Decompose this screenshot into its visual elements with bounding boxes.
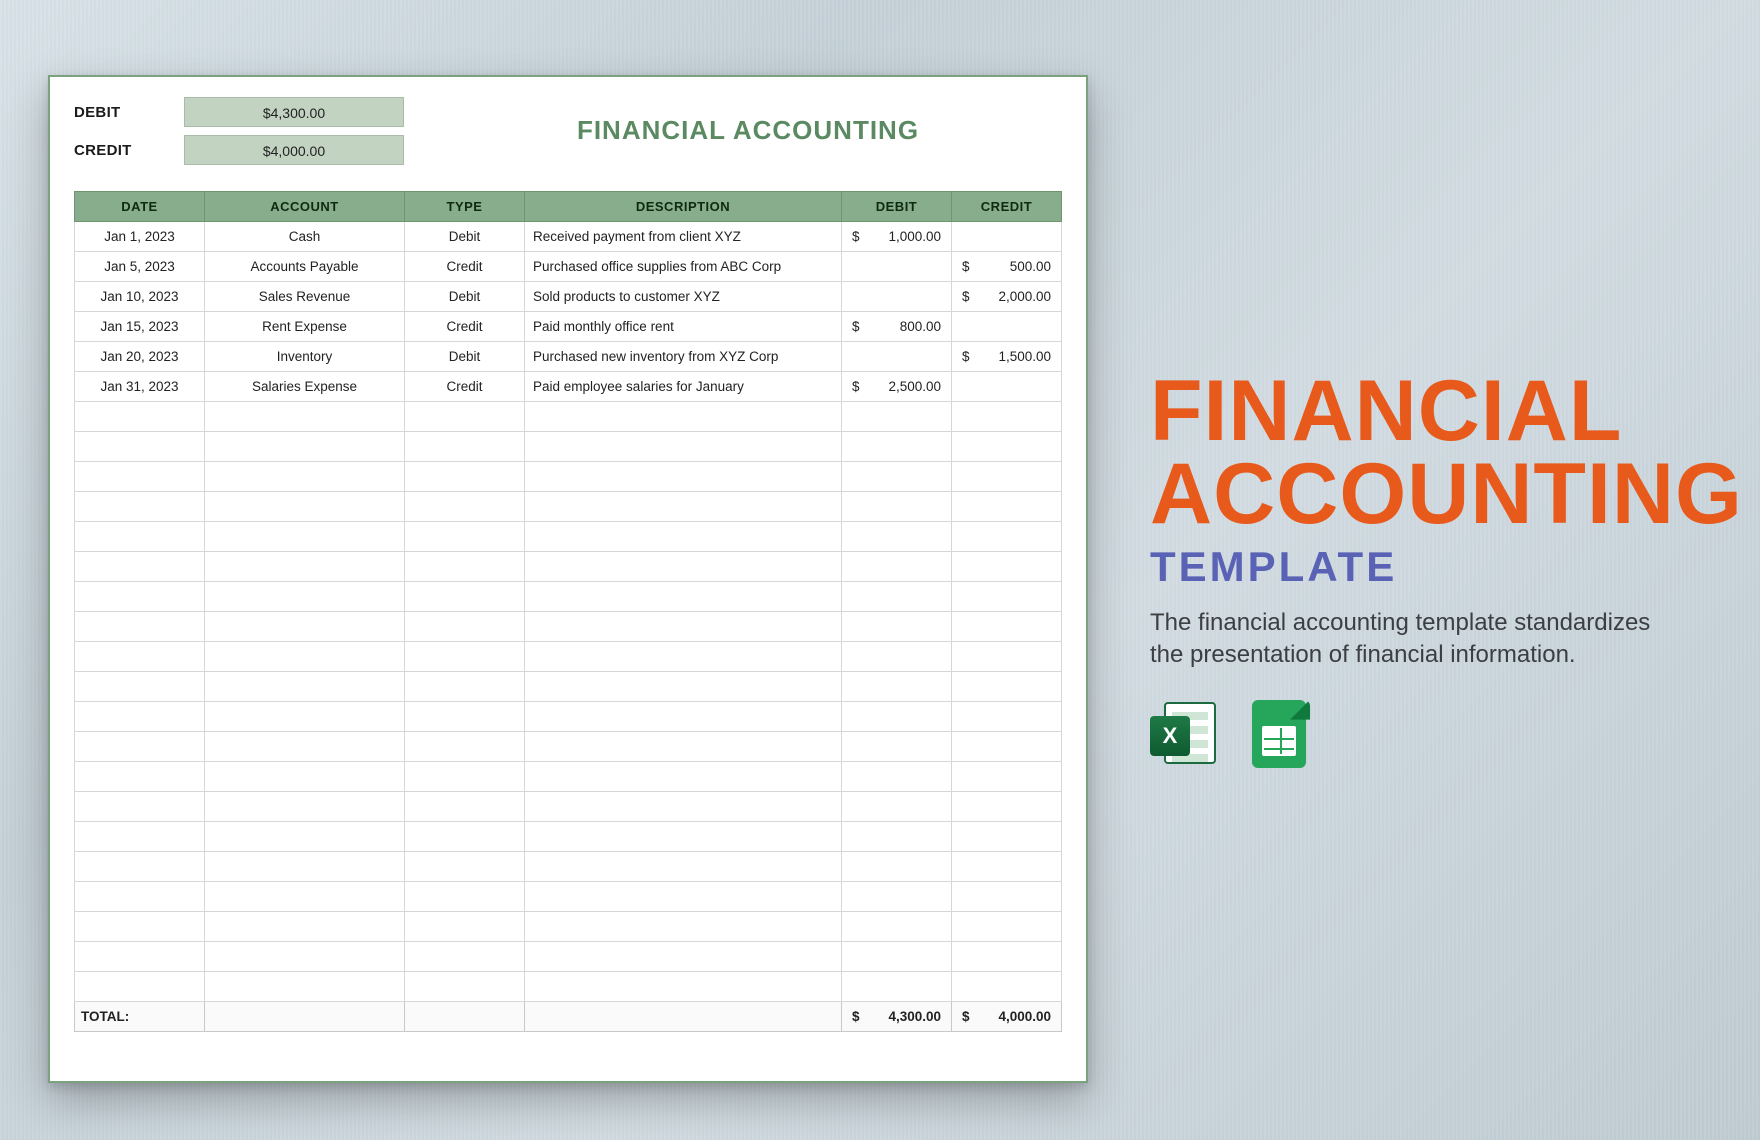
spreadsheet-panel: DEBIT $4,300.00 CREDIT $4,000.00 FINANCI… bbox=[48, 75, 1088, 1083]
cell-type: Credit bbox=[405, 252, 525, 282]
cell-debit bbox=[842, 282, 952, 312]
summary-debit-label: DEBIT bbox=[74, 104, 184, 121]
table-row-empty bbox=[75, 612, 1062, 642]
col-account: ACCOUNT bbox=[205, 192, 405, 222]
table-row-empty bbox=[75, 822, 1062, 852]
cell-description: Paid monthly office rent bbox=[525, 312, 842, 342]
cell-account: Accounts Payable bbox=[205, 252, 405, 282]
cell-date: Jan 15, 2023 bbox=[75, 312, 205, 342]
table-row-empty bbox=[75, 402, 1062, 432]
table-row-empty bbox=[75, 522, 1062, 552]
table-row: Jan 5, 2023Accounts PayableCreditPurchas… bbox=[75, 252, 1062, 282]
table-row-empty bbox=[75, 762, 1062, 792]
cell-type: Debit bbox=[405, 342, 525, 372]
cell-credit bbox=[952, 312, 1062, 342]
col-desc: DESCRIPTION bbox=[525, 192, 842, 222]
summary-credit-label: CREDIT bbox=[74, 142, 184, 159]
table-row: Jan 1, 2023CashDebitReceived payment fro… bbox=[75, 222, 1062, 252]
cell-debit: $2,500.00 bbox=[842, 372, 952, 402]
promo-panel: FINANCIAL ACCOUNTING TEMPLATE The financ… bbox=[1150, 370, 1710, 770]
promo-headline-2: ACCOUNTING bbox=[1150, 453, 1710, 536]
cell-account: Rent Expense bbox=[205, 312, 405, 342]
cell-date: Jan 10, 2023 bbox=[75, 282, 205, 312]
sheet-title: FINANCIAL ACCOUNTING bbox=[474, 97, 1062, 146]
col-type: TYPE bbox=[405, 192, 525, 222]
table-row-empty bbox=[75, 672, 1062, 702]
cell-credit bbox=[952, 222, 1062, 252]
table-row: Jan 31, 2023Salaries ExpenseCreditPaid e… bbox=[75, 372, 1062, 402]
cell-type: Debit bbox=[405, 222, 525, 252]
sheet-topbar: DEBIT $4,300.00 CREDIT $4,000.00 FINANCI… bbox=[74, 97, 1062, 173]
cell-account: Inventory bbox=[205, 342, 405, 372]
cell-type: Credit bbox=[405, 372, 525, 402]
cell-description: Purchased new inventory from XYZ Corp bbox=[525, 342, 842, 372]
table-row-empty bbox=[75, 492, 1062, 522]
summary-row-debit: DEBIT $4,300.00 bbox=[74, 97, 474, 127]
cell-date: Jan 1, 2023 bbox=[75, 222, 205, 252]
google-sheets-icon bbox=[1244, 698, 1316, 770]
ledger-header-row: DATE ACCOUNT TYPE DESCRIPTION DEBIT CRED… bbox=[75, 192, 1062, 222]
excel-badge: X bbox=[1150, 716, 1190, 756]
table-row-empty bbox=[75, 582, 1062, 612]
table-row-empty bbox=[75, 462, 1062, 492]
cell-date: Jan 31, 2023 bbox=[75, 372, 205, 402]
cell-description: Received payment from client XYZ bbox=[525, 222, 842, 252]
summary-credit-value: $4,000.00 bbox=[184, 135, 404, 165]
cell-type: Debit bbox=[405, 282, 525, 312]
cell-debit bbox=[842, 252, 952, 282]
table-row-empty bbox=[75, 972, 1062, 1002]
promo-subhead: TEMPLATE bbox=[1150, 543, 1710, 591]
promo-icons: X bbox=[1150, 698, 1710, 770]
excel-icon: X bbox=[1150, 698, 1222, 770]
col-debit: DEBIT bbox=[842, 192, 952, 222]
cell-credit: $2,000.00 bbox=[952, 282, 1062, 312]
table-row-empty bbox=[75, 942, 1062, 972]
cell-description: Purchased office supplies from ABC Corp bbox=[525, 252, 842, 282]
summary-row-credit: CREDIT $4,000.00 bbox=[74, 135, 474, 165]
table-row-empty bbox=[75, 792, 1062, 822]
table-row-empty bbox=[75, 642, 1062, 672]
table-row-empty bbox=[75, 732, 1062, 762]
table-row-empty bbox=[75, 912, 1062, 942]
summary-debit-value: $4,300.00 bbox=[184, 97, 404, 127]
table-row-empty bbox=[75, 882, 1062, 912]
promo-headline-1: FINANCIAL bbox=[1150, 370, 1710, 453]
cell-credit: $1,500.00 bbox=[952, 342, 1062, 372]
total-debit: $4,300.00 bbox=[842, 1002, 952, 1032]
table-row-empty bbox=[75, 552, 1062, 582]
cell-credit: $500.00 bbox=[952, 252, 1062, 282]
cell-debit: $1,000.00 bbox=[842, 222, 952, 252]
promo-body: The financial accounting template standa… bbox=[1150, 607, 1690, 672]
table-row-empty bbox=[75, 852, 1062, 882]
table-row-empty bbox=[75, 702, 1062, 732]
ledger-table: DATE ACCOUNT TYPE DESCRIPTION DEBIT CRED… bbox=[74, 191, 1062, 1032]
cell-description: Sold products to customer XYZ bbox=[525, 282, 842, 312]
cell-description: Paid employee salaries for January bbox=[525, 372, 842, 402]
cell-type: Credit bbox=[405, 312, 525, 342]
cell-account: Sales Revenue bbox=[205, 282, 405, 312]
ledger-total-row: TOTAL: $4,300.00 $4,000.00 bbox=[75, 1002, 1062, 1032]
total-label: TOTAL: bbox=[75, 1002, 205, 1032]
cell-account: Cash bbox=[205, 222, 405, 252]
col-credit: CREDIT bbox=[952, 192, 1062, 222]
total-credit: $4,000.00 bbox=[952, 1002, 1062, 1032]
cell-date: Jan 20, 2023 bbox=[75, 342, 205, 372]
table-row-empty bbox=[75, 432, 1062, 462]
table-row: Jan 20, 2023InventoryDebitPurchased new … bbox=[75, 342, 1062, 372]
cell-date: Jan 5, 2023 bbox=[75, 252, 205, 282]
table-row: Jan 15, 2023Rent ExpenseCreditPaid month… bbox=[75, 312, 1062, 342]
table-row: Jan 10, 2023Sales RevenueDebitSold produ… bbox=[75, 282, 1062, 312]
cell-debit: $800.00 bbox=[842, 312, 952, 342]
col-date: DATE bbox=[75, 192, 205, 222]
cell-account: Salaries Expense bbox=[205, 372, 405, 402]
cell-credit bbox=[952, 372, 1062, 402]
summary-totals: DEBIT $4,300.00 CREDIT $4,000.00 bbox=[74, 97, 474, 173]
cell-debit bbox=[842, 342, 952, 372]
